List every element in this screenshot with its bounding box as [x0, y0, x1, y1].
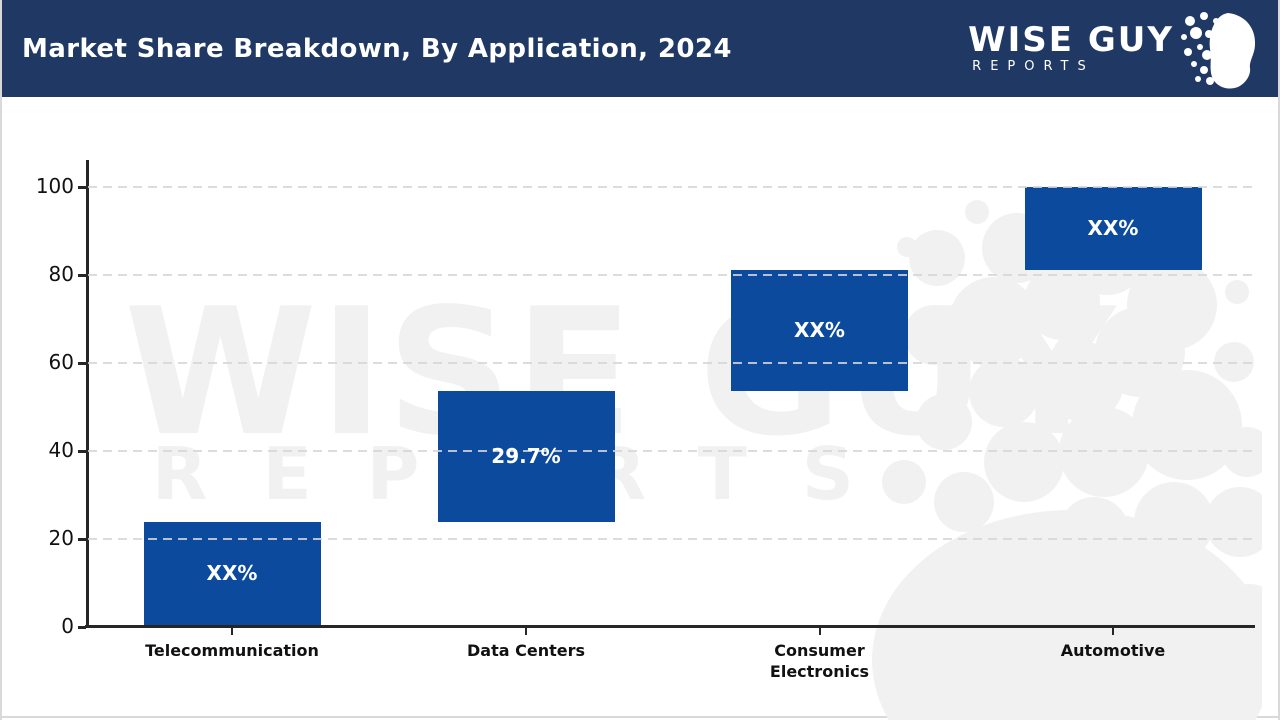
gridline-y-60	[88, 362, 1255, 364]
y-tick-label-40: 40	[48, 438, 74, 462]
y-tick-label-80: 80	[48, 262, 74, 286]
y-tick-mark-20	[78, 538, 86, 541]
x-tick-label-data-centers: Data Centers	[467, 641, 585, 660]
x-tick-mark-data-centers	[525, 628, 527, 635]
gridline-y-100	[88, 186, 1255, 188]
y-tick-mark-100	[78, 186, 86, 189]
x-tick-mark-telecommunication	[231, 628, 233, 635]
y-axis-line	[86, 160, 89, 628]
y-tick-label-100: 100	[35, 174, 74, 198]
wise-guy-reports-logo: WISE GUY REPORTS	[968, 7, 1262, 91]
y-tick-label-60: 60	[48, 350, 74, 374]
x-tick-mark-consumer-electronics	[818, 628, 821, 635]
logo-subtitle: REPORTS	[972, 59, 1095, 74]
logo-head-icon	[1181, 11, 1256, 89]
bar-value-label-consumer-electronics: XX%	[794, 317, 845, 342]
y-tick-mark-0	[78, 626, 86, 629]
bar-value-label-data-centers: 29.7%	[491, 443, 561, 468]
x-tick-label-automotive: Automotive	[1060, 641, 1166, 660]
logo-wordmark: WISE GUY	[968, 20, 1174, 60]
header-bar: Market Share Breakdown, By Application, …	[2, 0, 1278, 97]
x-tick-mark-automotive	[1112, 628, 1114, 635]
bar-value-label-telecommunication: XX%	[206, 561, 258, 586]
bottom-border	[2, 716, 1278, 718]
y-tick-mark-40	[78, 450, 86, 453]
gridline-y-40	[88, 450, 1255, 452]
x-tick-label-telecommunication: Telecommunication	[145, 641, 319, 660]
y-tick-mark-60	[78, 362, 86, 365]
page-title: Market Share Breakdown, By Application, …	[22, 33, 732, 64]
bar-value-label-automotive: XX%	[1087, 215, 1139, 240]
gridline-y-20	[88, 538, 1255, 540]
x-axis-line	[85, 625, 1255, 628]
y-tick-mark-80	[78, 274, 86, 277]
gridline-y-80	[88, 274, 1255, 276]
bar-data-centers	[437, 391, 615, 522]
x-tick-label-consumer-electronics: Consumer Electronics	[769, 641, 870, 681]
logo-text: WISE GUY REPORTS	[968, 23, 1174, 74]
y-tick-label-0: 0	[61, 614, 74, 638]
y-tick-label-20: 20	[48, 526, 74, 550]
